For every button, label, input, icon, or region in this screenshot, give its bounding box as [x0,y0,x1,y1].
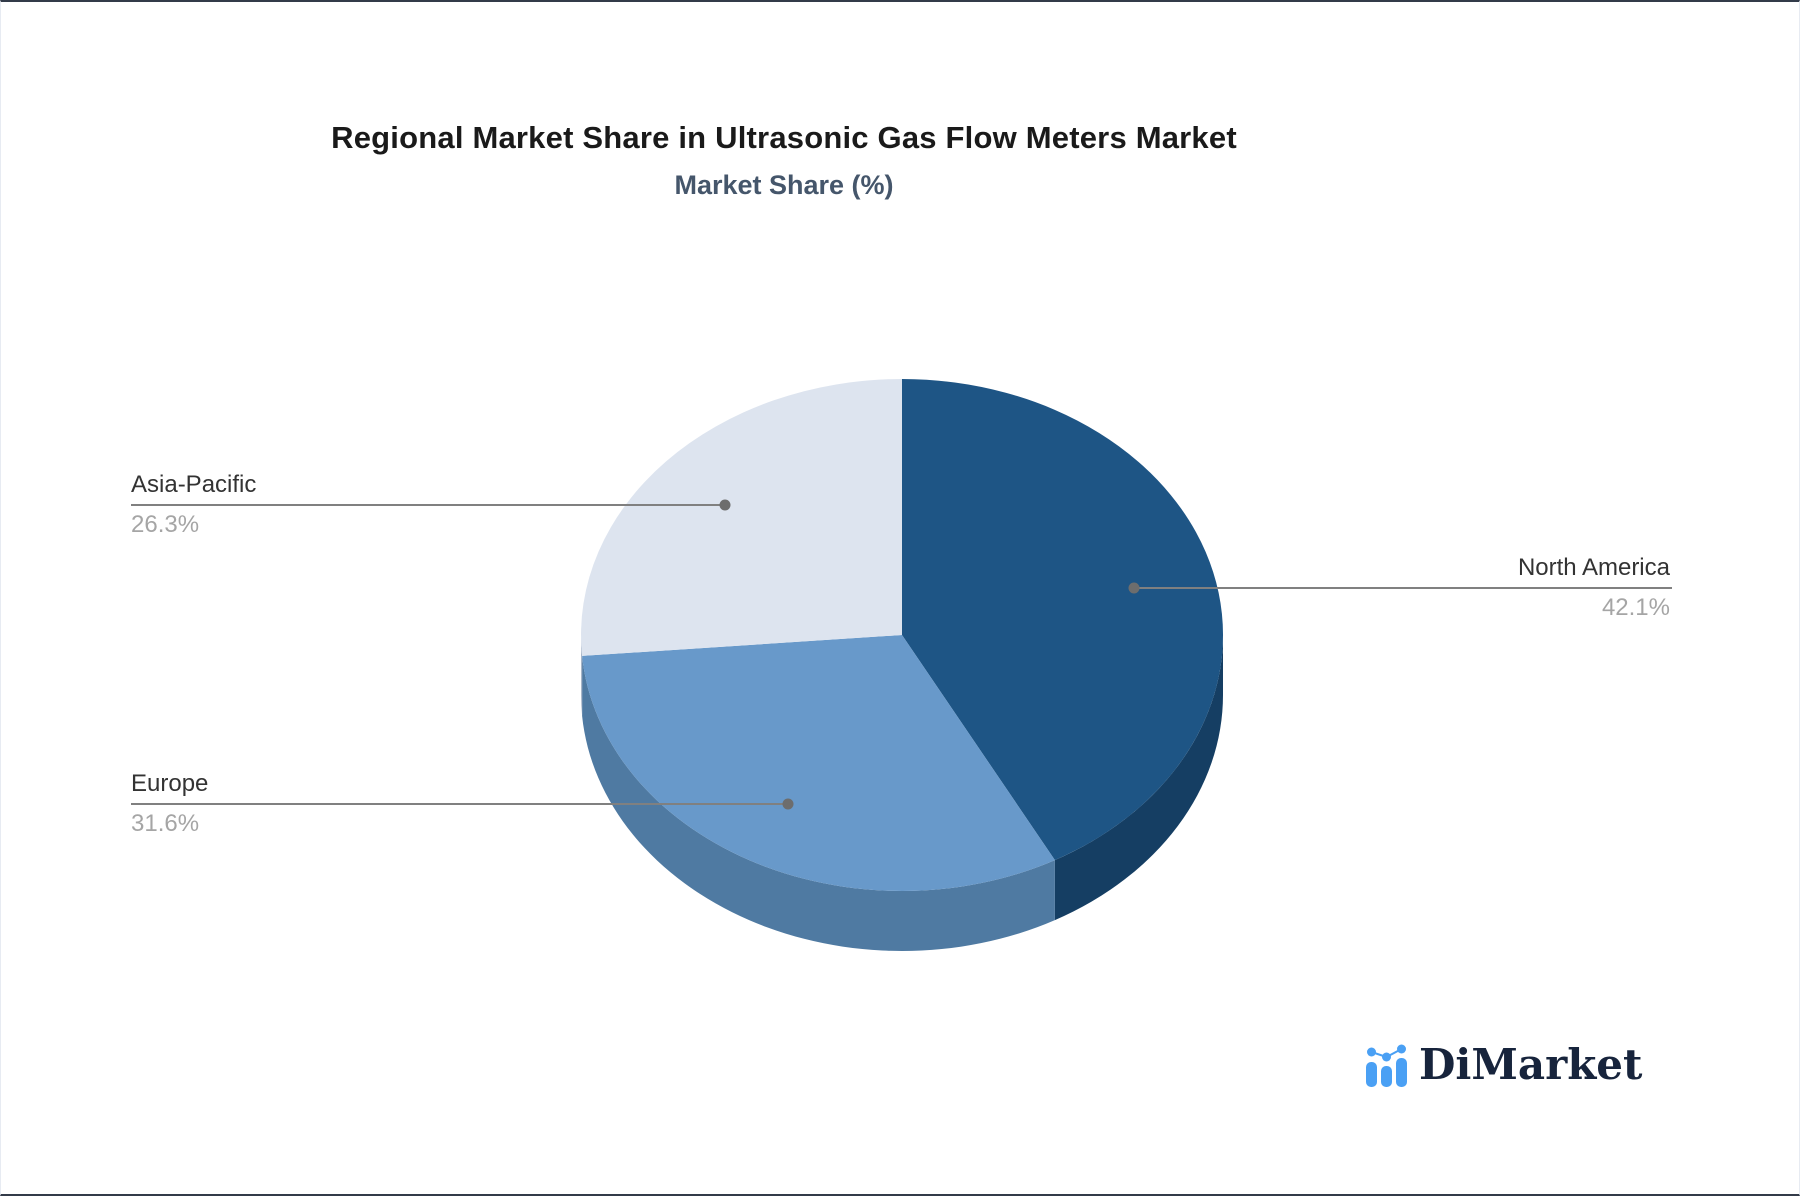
pie-slice-side-north-america [1054,635,1223,921]
logo-dot-2 [1382,1052,1391,1062]
logo-dot-1 [1367,1047,1376,1057]
pie-depth-sides [581,635,1223,951]
leader-dot-europe [782,798,794,810]
pie-slice-europe[interactable] [582,635,1055,891]
dimarket-logo: DiMarket [1364,1040,1643,1089]
pie-slice-north-america[interactable] [902,379,1224,861]
pie-top-slices [581,379,1224,891]
logo-dot-3 [1397,1044,1406,1054]
leader-dot-north-america [1128,582,1140,594]
callout-label-europe: Europe [131,770,209,797]
pie-slice-asia-pacific[interactable] [581,379,902,656]
chart-title: Regional Market Share in Ultrasonic Gas … [331,120,1237,155]
callout-label-north-america: North America [1517,554,1670,581]
leader-dots [719,499,1140,810]
callout-label-asia-pacific: Asia-Pacific [131,471,257,498]
logo-bar-1 [1366,1062,1377,1088]
callout-value-asia-pacific: 26.3% [131,511,200,538]
pie-slice-side-europe [582,655,1055,951]
dimarket-logo-icon [1366,1044,1407,1088]
pie-slice-side-asia-pacific [581,635,583,716]
dimarket-logo-text: DiMarket [1419,1040,1643,1089]
callout-value-north-america: 42.1% [1601,594,1670,621]
leader-dot-asia-pacific [719,499,731,511]
logo-bar-3 [1396,1058,1407,1088]
leader-lines [131,504,1672,805]
logo-bar-2 [1381,1066,1392,1088]
chart-subtitle: Market Share (%) [674,170,894,200]
callout-value-europe: 31.6% [131,810,200,837]
